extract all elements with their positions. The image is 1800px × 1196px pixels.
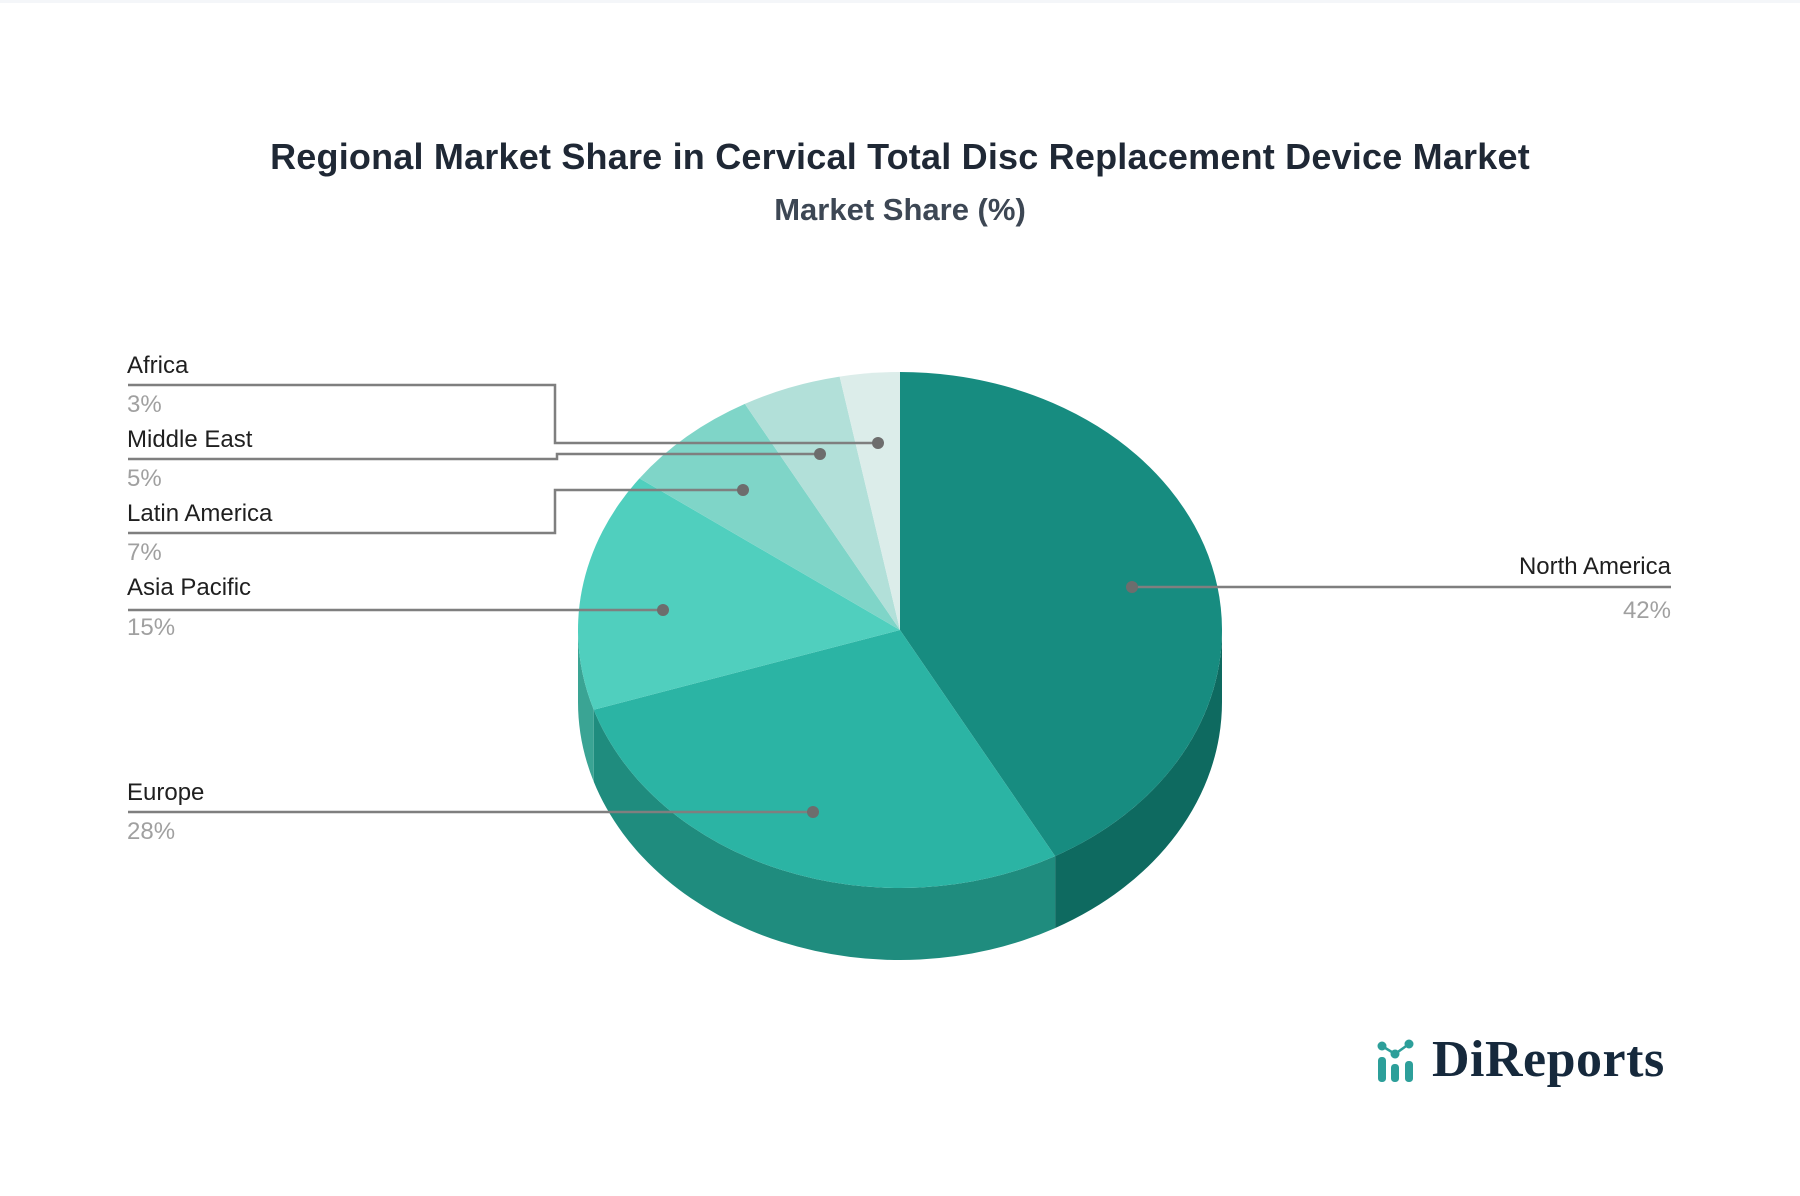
value-latin-america: 7% <box>127 539 162 566</box>
chart-title: Regional Market Share in Cervical Total … <box>270 136 1530 177</box>
label-north-america: North America <box>1518 553 1671 580</box>
pie-side-asia-pacific <box>578 630 594 782</box>
value-africa: 3% <box>127 391 162 418</box>
pie-slices <box>577 372 1223 889</box>
leader-dot-latin-america <box>737 484 749 496</box>
pie-slice-asia-pacific[interactable] <box>577 478 900 710</box>
value-north-america: 42% <box>1622 597 1671 624</box>
top-edge-divider <box>0 0 1800 3</box>
leader-line-africa <box>128 383 884 449</box>
value-europe: 28% <box>127 818 176 845</box>
leader-line-middle-east <box>128 448 826 461</box>
bar-line-chart-icon <box>1377 1039 1414 1082</box>
brand-logo: DiReports <box>1372 1034 1665 1086</box>
label-africa: Africa <box>127 352 189 379</box>
leader-dot-europe <box>807 806 819 818</box>
pie-side-north-america <box>1055 630 1222 929</box>
pie-slice-north-america[interactable] <box>900 372 1223 857</box>
pie-slice-middle-east[interactable] <box>744 376 900 630</box>
leader-dot-north-america <box>1126 581 1138 593</box>
pie-slice-latin-america[interactable] <box>639 403 901 630</box>
brand-logo-text: DiReports <box>1432 1031 1665 1088</box>
chart-subtitle: Market Share (%) <box>774 192 1026 227</box>
label-latin-america: Latin America <box>127 500 273 527</box>
leader-line-latin-america <box>128 484 749 535</box>
leader-line-asia-pacific <box>128 604 669 616</box>
label-asia-pacific: Asia Pacific <box>127 574 252 601</box>
value-asia-pacific: 15% <box>127 614 176 641</box>
label-europe: Europe <box>127 779 205 806</box>
leader-dot-middle-east <box>814 448 826 460</box>
pie-slice-africa[interactable] <box>839 372 900 630</box>
pie-3d-sides <box>578 630 1222 961</box>
leader-dot-africa <box>872 437 884 449</box>
leader-line-europe <box>128 806 819 818</box>
pie-slice-europe[interactable] <box>593 630 1056 889</box>
leader-dot-asia-pacific <box>657 604 669 616</box>
value-middle-east: 5% <box>127 465 162 492</box>
leader-line-north-america <box>1126 581 1671 593</box>
pie-side-europe <box>593 709 1056 961</box>
label-middle-east: Middle East <box>127 426 253 453</box>
